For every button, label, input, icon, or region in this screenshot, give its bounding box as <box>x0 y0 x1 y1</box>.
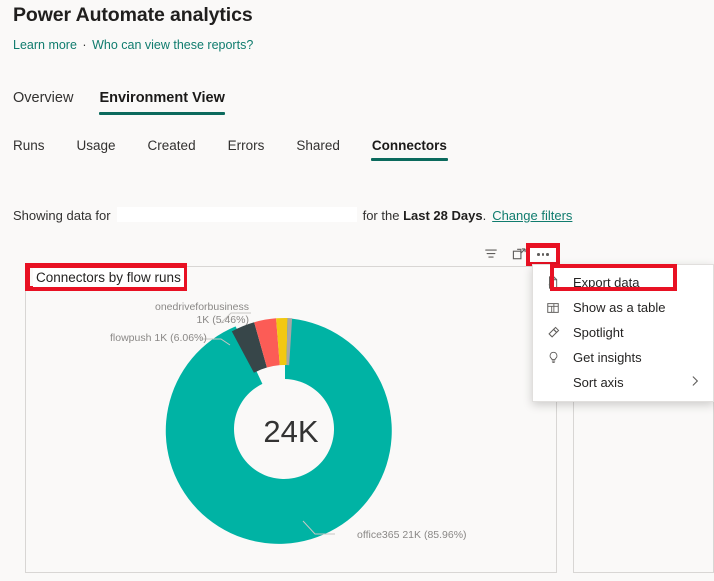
slice-label-onedriveforbusiness-line1: onedriveforbusiness <box>155 301 249 313</box>
more-options-dots <box>530 247 556 262</box>
lightbulb-icon-svg <box>549 351 557 363</box>
menu-item-export-data-label: Export data <box>573 275 640 290</box>
table-icon <box>543 300 563 316</box>
tab-usage[interactable]: Usage <box>76 138 116 153</box>
more-options-dot-2 <box>541 253 545 256</box>
menu-item-sort-axis[interactable]: Sort axis <box>533 370 713 395</box>
visual-title: Connectors by flow runs <box>33 268 184 287</box>
slice-label-onedriveforbusiness: onedriveforbusiness 1K (5.46%) <box>155 301 249 327</box>
environment-name-redacted <box>116 207 357 222</box>
filter-icon-svg <box>485 249 497 258</box>
chevron-right-icon <box>690 374 701 391</box>
filter-icon[interactable] <box>482 245 500 263</box>
tab-shared[interactable]: Shared <box>296 138 340 153</box>
header-links: Learn more · Who can view these reports? <box>13 38 253 52</box>
menu-item-spotlight-label: Spotlight <box>573 325 624 340</box>
more-options-dot-1 <box>537 253 540 256</box>
filter-period: . <box>482 208 487 223</box>
donut-svg <box>165 312 392 544</box>
tab-overview[interactable]: Overview <box>13 90 74 106</box>
tab-runs[interactable]: Runs <box>13 138 45 153</box>
donut-chart[interactable]: 24K onedriveforbusiness 1K (5.46%) flowp… <box>25 266 557 573</box>
menu-item-spotlight[interactable]: Spotlight <box>533 320 713 345</box>
lightbulb-icon <box>543 350 563 366</box>
link-separator: · <box>82 38 87 52</box>
export-data-icon <box>543 275 563 291</box>
slice-label-office365: office365 21K (85.96%) <box>357 529 467 541</box>
menu-item-export-data[interactable]: Export data <box>533 270 713 295</box>
chevron-right-icon-svg <box>692 376 699 386</box>
filter-date-range: Last 28 Days <box>403 208 483 223</box>
change-filters-link[interactable]: Change filters <box>492 208 573 223</box>
focus-mode-icon-svg <box>512 247 526 259</box>
visual-header-toolbar <box>482 245 528 263</box>
menu-item-get-insights-label: Get insights <box>573 350 642 365</box>
more-options-dot-3 <box>546 253 549 256</box>
slice-label-onedriveforbusiness-line2: 1K (5.46%) <box>196 314 249 326</box>
filter-summary-bar: Showing data for for the Last 28 Days. C… <box>13 205 572 223</box>
more-options-icon[interactable] <box>526 243 560 266</box>
filter-prefix-text: Showing data for <box>13 208 111 223</box>
spotlight-icon <box>543 325 563 341</box>
visual-context-menu: Export data Show as a table Spotlight <box>532 264 714 402</box>
focus-mode-icon[interactable] <box>510 245 528 263</box>
filter-middle-text: for the <box>362 208 400 223</box>
tab-errors[interactable]: Errors <box>227 138 265 153</box>
primary-tab-bar: Overview Environment View <box>13 90 226 115</box>
tab-connectors[interactable]: Connectors <box>370 138 448 161</box>
tab-environment-view[interactable]: Environment View <box>99 90 226 115</box>
slice-label-flowpush: flowpush 1K (6.06%) <box>110 332 207 344</box>
table-icon-svg <box>547 302 559 313</box>
donut-center-total: 24K <box>263 414 319 449</box>
secondary-tab-bar: Runs Usage Created Errors Shared Connect… <box>13 138 448 161</box>
who-can-view-link[interactable]: Who can view these reports? <box>92 38 254 52</box>
tab-created[interactable]: Created <box>147 138 196 153</box>
sort-axis-icon-placeholder <box>543 375 563 391</box>
learn-more-link[interactable]: Learn more <box>13 38 77 52</box>
page-title: Power Automate analytics <box>13 4 253 26</box>
menu-item-show-as-a-table[interactable]: Show as a table <box>533 295 713 320</box>
menu-item-get-insights[interactable]: Get insights <box>533 345 713 370</box>
export-data-icon-svg <box>548 276 558 289</box>
menu-item-show-as-a-table-label: Show as a table <box>573 300 666 315</box>
spotlight-icon-svg <box>547 326 559 338</box>
menu-item-sort-axis-label: Sort axis <box>573 375 624 390</box>
